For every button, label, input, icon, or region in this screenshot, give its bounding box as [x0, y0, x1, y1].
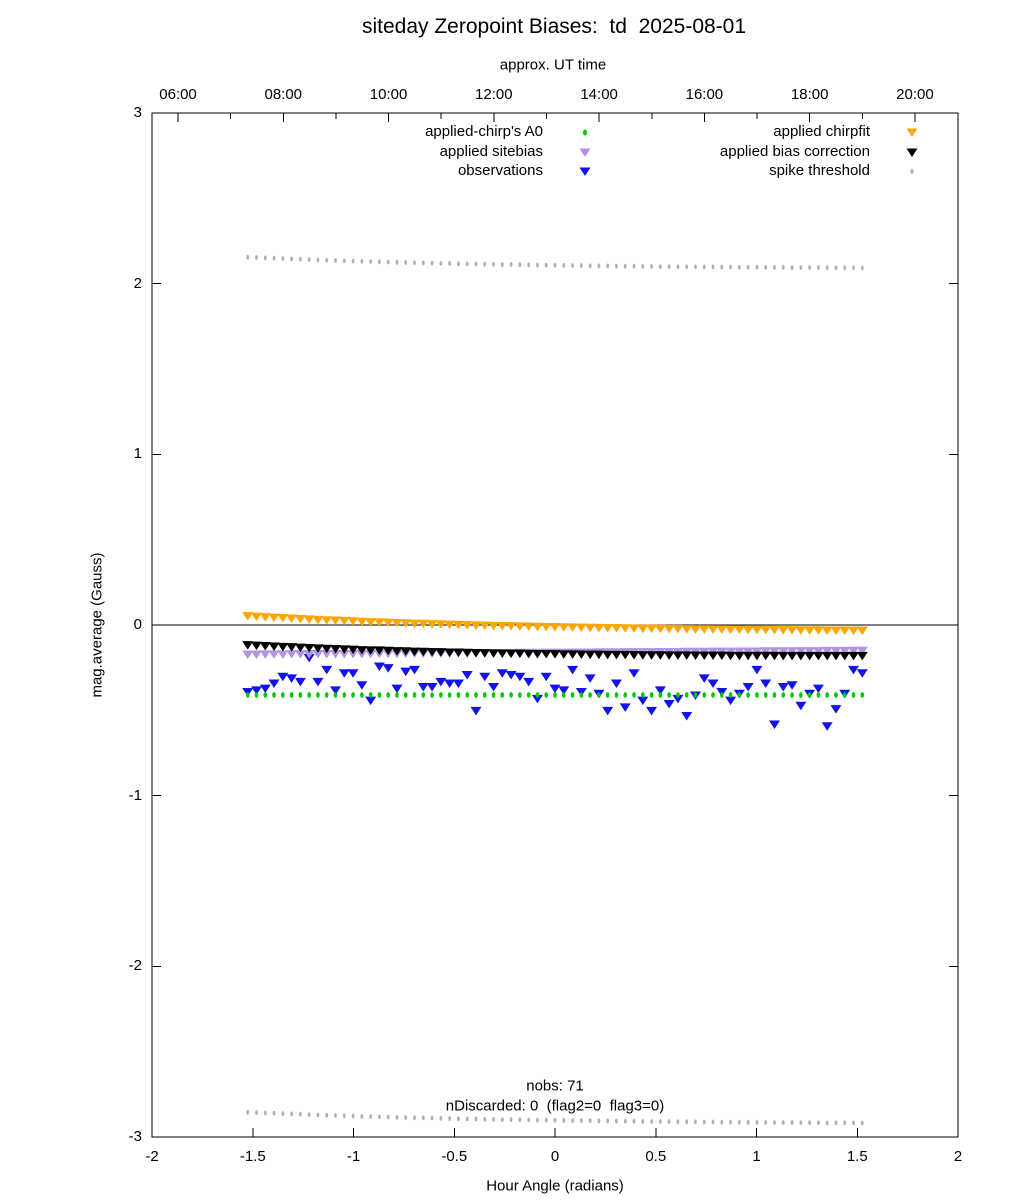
left-axis-tick-label: 0	[133, 616, 142, 633]
top-axis-tick-label: 08:00	[264, 86, 303, 103]
left-axis-tick-label: 2	[133, 274, 142, 292]
left-axis-tick-label: 3	[133, 104, 142, 121]
bottom-axis-tick-label: -0.5	[441, 1148, 468, 1165]
chart-title: siteday Zeropoint Biases: td 2025-08-01	[361, 15, 747, 38]
triangle-marker-icon	[906, 128, 918, 137]
top-axis-tick-label: 10:00	[369, 86, 408, 103]
dot-marker-icon	[583, 129, 587, 136]
series-spike-threshold-lower	[246, 1109, 864, 1126]
series-spike-threshold-upper	[246, 254, 864, 271]
bottom-axis-tick-label: -1	[346, 1148, 361, 1165]
top-axis-tick-label: 14:00	[580, 86, 618, 103]
legend-label: spike threshold	[769, 162, 870, 179]
left-axis-tick-label: -1	[128, 786, 142, 804]
bottom-axis-tick-label: -1.5	[239, 1148, 266, 1165]
bottom-axis-tick-label: 0	[550, 1148, 560, 1165]
series-applied-chirps-a0	[245, 692, 865, 698]
nobs-annotation: nobs: 71	[526, 1077, 584, 1095]
legend-label: applied chirpfit	[773, 123, 870, 140]
top-axis-tick-label: 20:00	[896, 86, 934, 103]
bottom-axis-title: Hour Angle (radians)	[486, 1177, 624, 1195]
left-axis-tick-label: -3	[128, 1128, 142, 1145]
legend-label: observations	[457, 162, 543, 179]
left-axis-tick-label: -2	[128, 957, 142, 975]
series-applied-bias-correction	[242, 641, 868, 661]
legend-label: applied bias correction	[719, 142, 870, 160]
dot-marker-icon	[910, 168, 914, 175]
top-axis-tick-label: 16:00	[685, 86, 724, 103]
bottom-axis-tick-label: 2	[953, 1148, 963, 1165]
bottom-axis-tick-label: 1	[752, 1148, 761, 1165]
ndiscarded-annotation: nDiscarded: 0 (flag2=0 flag3=0)	[445, 1097, 665, 1115]
legend-label: applied-chirp's A0	[425, 123, 543, 140]
bottom-axis-tick-label: 0.5	[645, 1148, 667, 1165]
triangle-marker-icon	[579, 148, 591, 157]
left-axis-tick-label: 1	[133, 445, 142, 463]
triangle-marker-icon	[906, 148, 918, 157]
legend-label: applied sitebias	[439, 142, 543, 160]
top-axis-tick-label: 12:00	[475, 86, 513, 103]
top-axis-tick-label: 18:00	[790, 86, 829, 103]
top-axis-title: approx. UT time	[499, 56, 607, 74]
series-applied-chirpfit	[242, 612, 868, 636]
top-axis-tick-label: 06:00	[159, 86, 197, 103]
bottom-axis-tick-label: 1.5	[846, 1148, 868, 1165]
axis-ticks	[151, 112, 959, 1138]
triangle-marker-icon	[579, 167, 591, 176]
bottom-axis-tick-label: -2	[145, 1148, 159, 1165]
